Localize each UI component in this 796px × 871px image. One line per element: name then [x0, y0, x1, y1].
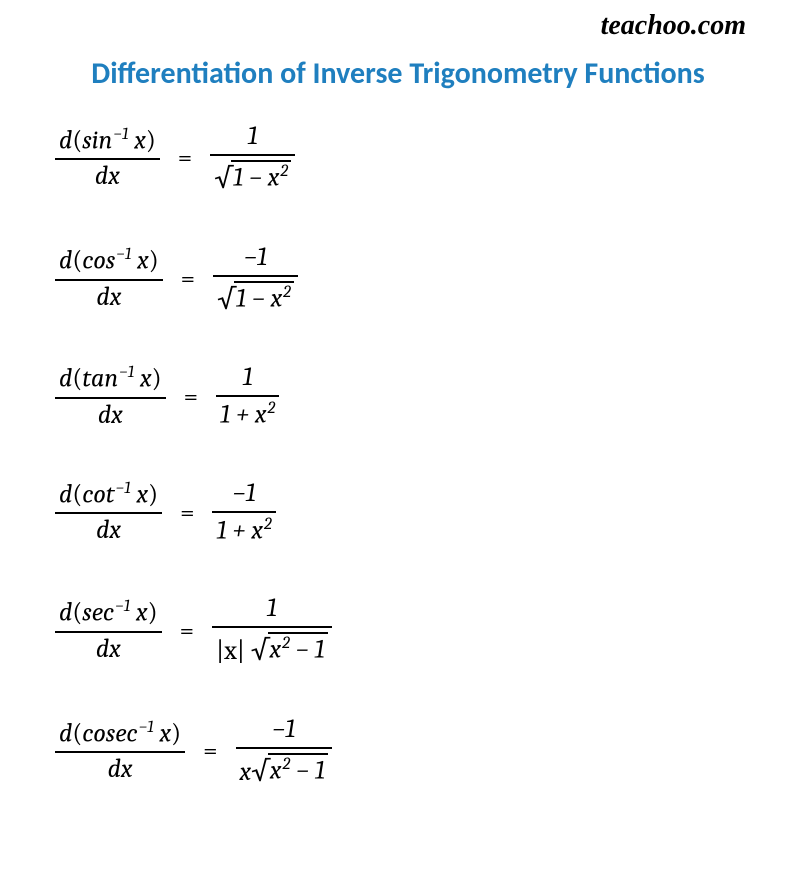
- formula-row: d(cos−1 x) dx = −1 √1 − x2: [55, 243, 796, 316]
- equals: =: [184, 382, 198, 412]
- formula-list: d(sin−1 x) dx = 1 √1 − x2 d(cos−1 x) dx …: [0, 122, 796, 788]
- equals: =: [180, 498, 194, 528]
- formula-row: d(sin−1 x) dx = 1 √1 − x2: [55, 122, 796, 195]
- rhs-fraction: 1 |x| √x2 − 1: [212, 594, 332, 667]
- rhs-fraction: −1 √1 − x2: [213, 243, 298, 316]
- equals: =: [178, 143, 192, 173]
- equals: =: [181, 264, 195, 294]
- equals: =: [203, 736, 217, 766]
- formula-row: d(cosec−1 x) dx = −1 x√x2 − 1: [55, 715, 796, 788]
- equals: =: [180, 616, 194, 646]
- watermark: teachoo.com: [601, 10, 746, 42]
- formula-row: d(tan−1 x) dx = 1 1 + x2: [55, 363, 796, 430]
- rhs-fraction: 1 1 + x2: [216, 363, 279, 430]
- rhs-fraction: 1 √1 − x2: [210, 122, 295, 195]
- formula-row: d(cot−1 x) dx = −1 1 + x2: [55, 479, 796, 546]
- lhs-fraction: d(sin−1 x) dx: [55, 125, 160, 192]
- lhs-fraction: d(sec−1 x) dx: [55, 597, 162, 664]
- lhs-fraction: d(cos−1 x) dx: [55, 245, 163, 312]
- rhs-fraction: −1 x√x2 − 1: [236, 715, 333, 788]
- lhs-fraction: d(tan−1 x) dx: [55, 363, 166, 430]
- rhs-fraction: −1 1 + x2: [212, 479, 275, 546]
- lhs-fraction: d(cot−1 x) dx: [55, 479, 162, 546]
- formula-row: d(sec−1 x) dx = 1 |x| √x2 − 1: [55, 594, 796, 667]
- lhs-fraction: d(cosec−1 x) dx: [55, 718, 185, 785]
- page-title: Differentiation of Inverse Trigonometry …: [0, 55, 796, 92]
